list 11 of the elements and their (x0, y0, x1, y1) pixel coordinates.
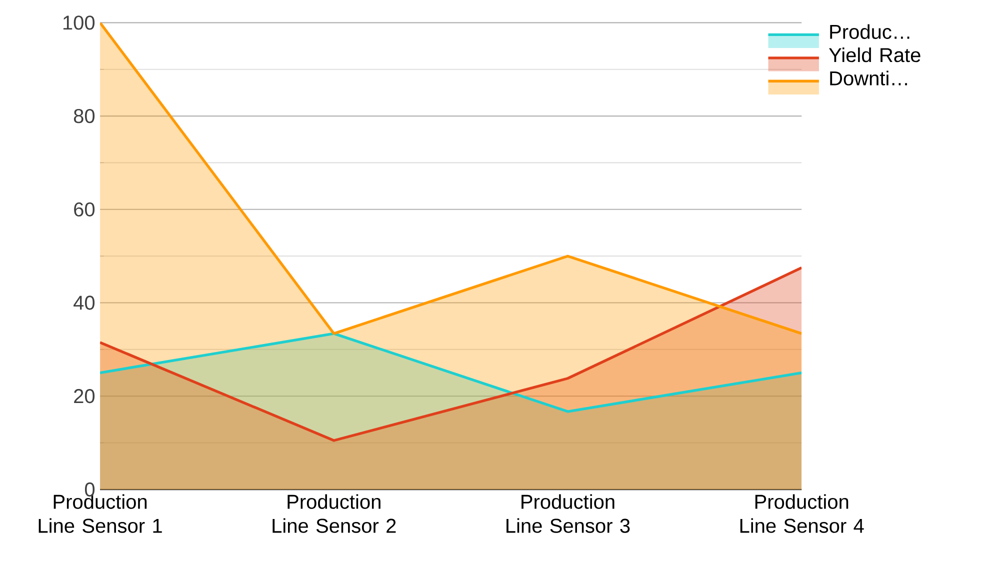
x-tick-label: Production Line Sensor 2 (272, 494, 396, 534)
legend-label: Yield Rate (828, 48, 920, 62)
y-tick-label: 100 (63, 16, 95, 30)
x-tick-label: Production Line Sensor 3 (506, 494, 630, 534)
y-tick-label: 40 (74, 296, 95, 310)
y-tick-label: 60 (74, 202, 95, 217)
y-tick-label: 20 (74, 389, 95, 404)
legend-label: Downti… (830, 70, 907, 86)
legend-label: Produc… (830, 24, 910, 40)
x-tick-label: Production Line Sensor 4 (740, 494, 864, 534)
y-tick-label: 80 (74, 109, 95, 124)
